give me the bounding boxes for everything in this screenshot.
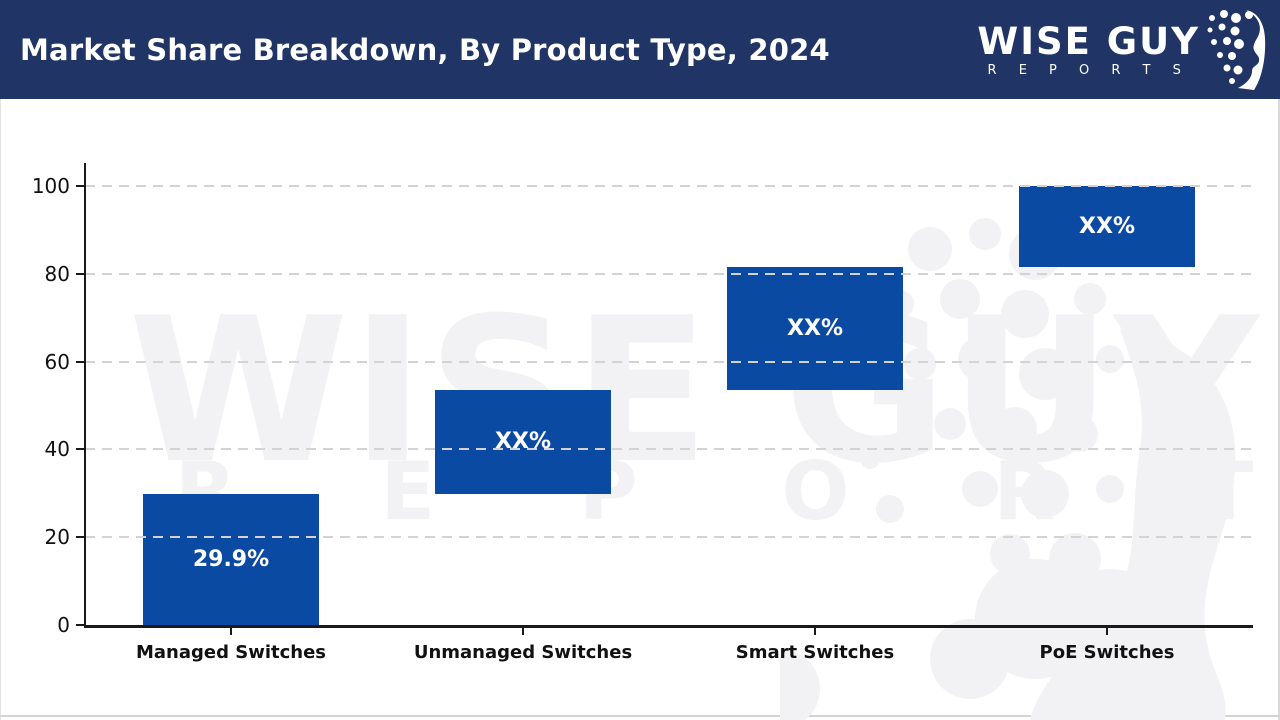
- gridline: [85, 272, 1253, 275]
- category-label: PoE Switches: [1039, 642, 1175, 663]
- waterfall-bar: [1019, 186, 1195, 268]
- x-tick-mark: [522, 627, 524, 635]
- page-title: Market Share Breakdown, By Product Type,…: [20, 32, 830, 67]
- x-tick-mark: [230, 627, 232, 635]
- y-tick-mark: [76, 448, 84, 451]
- watermark-subtext: R E P O R T S: [175, 445, 1280, 538]
- y-tick-mark: [76, 536, 84, 539]
- category-label: Unmanaged Switches: [413, 642, 633, 663]
- waterfall-bar: [727, 267, 903, 391]
- bar-value-label: 29.9%: [192, 546, 270, 572]
- y-tick-mark: [76, 272, 84, 275]
- gridline: [85, 185, 1253, 187]
- logo-face-icon: [1207, 10, 1266, 90]
- page-edge-right: [1278, 99, 1280, 720]
- page-edge-bottom: [0, 715, 1280, 717]
- x-axis-line: [84, 625, 1253, 628]
- brand-name: WISE GUY: [977, 20, 1200, 63]
- bar-value-label: XX%: [787, 316, 843, 342]
- category-label: Smart Switches: [735, 642, 895, 663]
- y-tick-label: 0: [57, 613, 70, 637]
- watermark-text: WISE GUY: [128, 275, 1261, 508]
- gridline: [85, 360, 1253, 363]
- brand-subtitle: R E P O R T S: [987, 63, 1190, 78]
- page-edge-left: [0, 99, 1, 720]
- header-bar: Market Share Breakdown, By Product Type,…: [0, 0, 1280, 99]
- y-tick-mark: [76, 624, 84, 626]
- y-axis-line: [84, 163, 86, 625]
- y-tick-label: 60: [44, 349, 70, 374]
- y-tick-mark: [76, 185, 84, 187]
- y-tick-label: 100: [31, 174, 70, 198]
- brand-logo-text: WISE GUY R E P O R T S: [977, 20, 1200, 79]
- waterfall-bar: [143, 493, 319, 625]
- category-label: Managed Switches: [135, 642, 327, 663]
- x-tick-mark: [814, 627, 816, 635]
- waterfall-bar: [435, 390, 611, 494]
- bar-value-label: XX%: [1079, 214, 1135, 240]
- x-tick-mark: [1106, 627, 1108, 635]
- brand-logo: WISE GUY R E P O R T S: [977, 6, 1266, 94]
- bar-value-label: XX%: [495, 429, 551, 455]
- waterfall-chart: WISE GUY R E P O R T S 29.9% XX% XX% XX% 0 20…: [0, 99, 1280, 720]
- y-tick-mark: [76, 360, 84, 363]
- y-tick-label: 20: [44, 525, 70, 550]
- gridline: [85, 448, 1253, 451]
- y-tick-label: 40: [44, 437, 70, 462]
- gridline: [85, 536, 1253, 539]
- y-tick-label: 80: [44, 261, 70, 286]
